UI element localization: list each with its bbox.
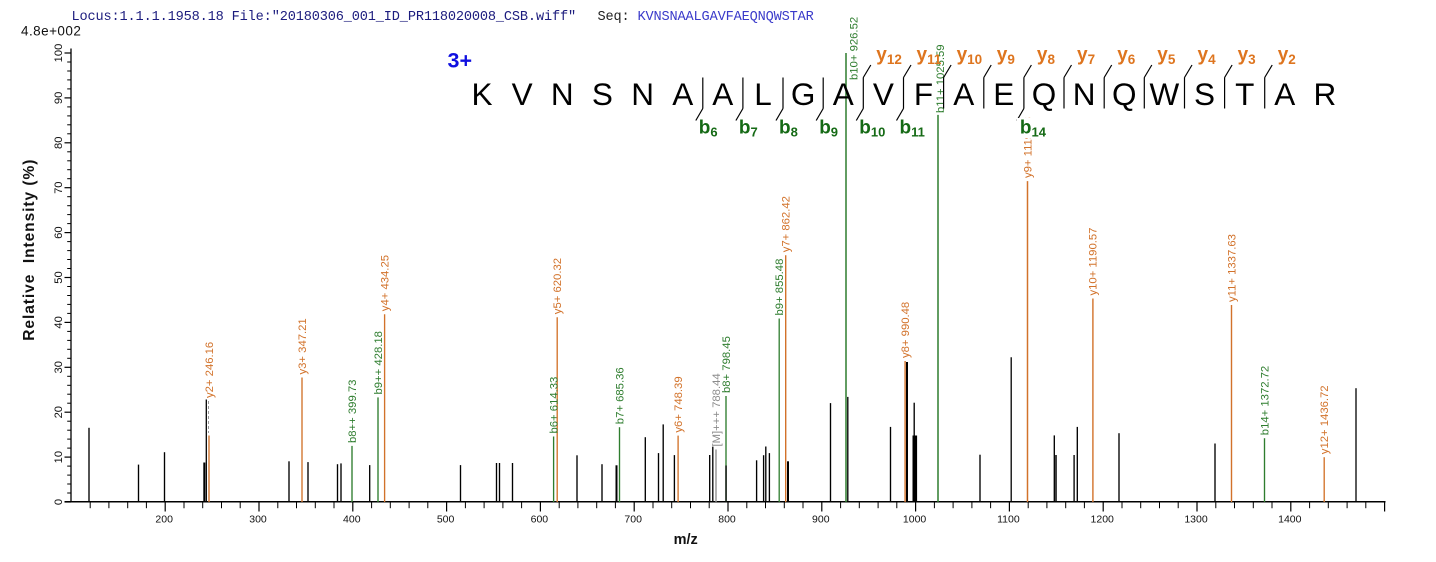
svg-text:30: 30 [53, 361, 65, 373]
svg-text:200: 200 [155, 514, 173, 526]
svg-text:b7+ 685.36: b7+ 685.36 [614, 367, 626, 424]
svg-text:S: S [1194, 76, 1215, 112]
svg-text:KVNSNAALGAVFAEQNQWSTAR: KVNSNAALGAVFAEQNQWSTAR [638, 10, 814, 25]
svg-text:b8+ 798.45: b8+ 798.45 [721, 336, 733, 393]
svg-text:A: A [712, 76, 733, 112]
svg-text:300: 300 [249, 514, 267, 526]
svg-text:Q: Q [1032, 76, 1057, 112]
svg-text:A: A [1274, 76, 1295, 112]
svg-text:700: 700 [624, 514, 642, 526]
svg-text:b9++ 428.18: b9++ 428.18 [373, 331, 385, 394]
svg-text:y6+ 748.39: y6+ 748.39 [673, 376, 685, 432]
svg-text:F: F [914, 76, 933, 112]
svg-text:y2+ 246.16: y2+ 246.16 [204, 342, 216, 398]
svg-text:600: 600 [531, 514, 549, 526]
svg-text:1000: 1000 [903, 514, 927, 526]
svg-text:0: 0 [53, 499, 65, 505]
svg-text:T: T [1235, 76, 1254, 112]
svg-text:90: 90 [53, 92, 65, 104]
svg-text:b8++ 399.73: b8++ 399.73 [347, 380, 359, 443]
svg-text:Relative Intensity (%): Relative Intensity (%) [21, 159, 38, 341]
svg-text:L: L [754, 76, 772, 112]
svg-text:4.8e+002: 4.8e+002 [21, 24, 81, 39]
svg-text:b6+ 614.33: b6+ 614.33 [548, 377, 560, 434]
svg-text:900: 900 [812, 514, 830, 526]
svg-text:A: A [833, 76, 854, 112]
svg-text:y7+ 862.42: y7+ 862.42 [781, 196, 793, 252]
svg-text:y12+ 1436.72: y12+ 1436.72 [1319, 385, 1331, 454]
svg-text:y10+ 1190.57: y10+ 1190.57 [1088, 228, 1100, 296]
svg-text:A: A [672, 76, 693, 112]
svg-text:40: 40 [53, 316, 65, 328]
svg-text:20: 20 [53, 406, 65, 418]
svg-text:Seq:: Seq: [598, 10, 630, 25]
svg-text:A: A [953, 76, 974, 112]
svg-text:[M]+++ 788.44: [M]+++ 788.44 [711, 373, 723, 446]
svg-text:Q: Q [1112, 76, 1137, 112]
svg-text:500: 500 [437, 514, 455, 526]
svg-text:G: G [791, 76, 816, 112]
svg-text:S: S [592, 76, 613, 112]
svg-text:N: N [631, 76, 654, 112]
svg-text:60: 60 [53, 226, 65, 238]
svg-text:70: 70 [53, 181, 65, 193]
svg-text:m/z: m/z [674, 532, 698, 548]
svg-text:E: E [993, 76, 1014, 112]
svg-text:Locus:1.1.1.1958.18 File:"2018: Locus:1.1.1.1958.18 File:"20180306_001_I… [72, 10, 576, 25]
svg-text:1200: 1200 [1091, 514, 1115, 526]
svg-text:W: W [1150, 76, 1180, 112]
svg-text:y8+ 990.48: y8+ 990.48 [900, 302, 912, 358]
svg-text:800: 800 [718, 514, 736, 526]
svg-text:V: V [873, 76, 894, 112]
svg-text:400: 400 [343, 514, 361, 526]
svg-text:R: R [1314, 76, 1337, 112]
svg-text:y11+ 1337.63: y11+ 1337.63 [1226, 234, 1238, 302]
svg-text:b10+ 926.52: b10+ 926.52 [848, 17, 860, 80]
svg-text:y3+ 347.21: y3+ 347.21 [297, 318, 309, 374]
svg-text:V: V [512, 76, 533, 112]
svg-text:80: 80 [53, 137, 65, 149]
svg-text:y4+ 434.25: y4+ 434.25 [379, 255, 391, 311]
svg-text:1400: 1400 [1278, 514, 1302, 526]
svg-text:N: N [1073, 76, 1096, 112]
svg-text:K: K [471, 76, 492, 112]
svg-text:100: 100 [53, 44, 65, 63]
svg-text:b9+ 855.48: b9+ 855.48 [774, 259, 786, 316]
svg-text:10: 10 [53, 451, 65, 463]
svg-text:50: 50 [53, 271, 65, 283]
svg-text:y5+ 620.32: y5+ 620.32 [552, 258, 564, 314]
svg-text:1300: 1300 [1184, 514, 1208, 526]
svg-text:3+: 3+ [448, 49, 473, 73]
svg-text:N: N [551, 76, 574, 112]
svg-text:b14+ 1372.72: b14+ 1372.72 [1259, 366, 1271, 435]
svg-text:1100: 1100 [997, 514, 1020, 526]
